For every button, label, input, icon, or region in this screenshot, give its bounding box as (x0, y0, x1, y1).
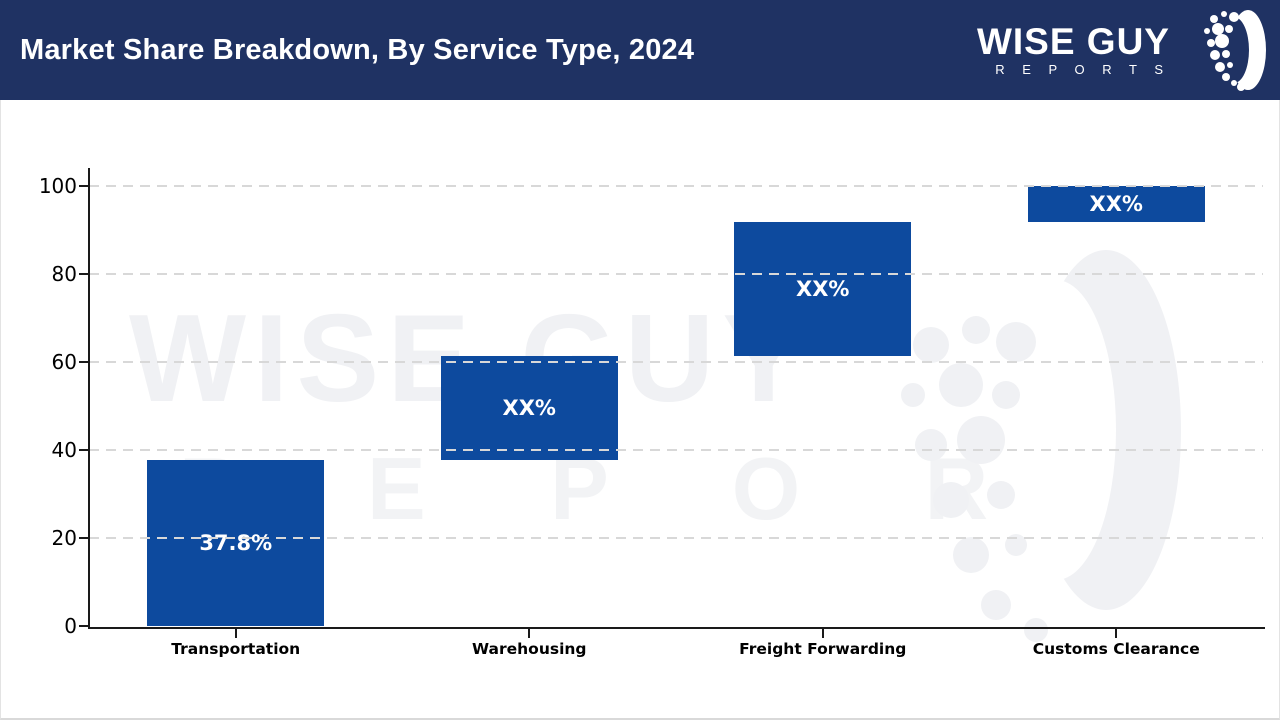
bar-value-label: XX% (1089, 192, 1143, 217)
gridline-60 (89, 361, 1263, 363)
y-tick-label-80: 80 (51, 262, 77, 286)
y-tick-mark-100 (79, 185, 89, 187)
y-tick-label-20: 20 (51, 526, 77, 550)
y-tick-label-60: 60 (51, 350, 77, 374)
page-title: Market Share Breakdown, By Service Type,… (20, 33, 695, 66)
bar-warehousing: XX% (440, 355, 618, 460)
wise-guy-logo: WISE GUY R E P O R T S (977, 7, 1280, 93)
x-category-label: Transportation (171, 640, 301, 658)
x-category-label: Freight Forwarding (739, 640, 907, 658)
x-tick-mark-1 (528, 629, 531, 638)
logo-text: WISE GUY R E P O R T S (977, 23, 1170, 77)
gridline-20 (89, 537, 1263, 539)
y-tick-mark-80 (79, 273, 89, 275)
gridline-100 (89, 185, 1263, 187)
y-tick-mark-60 (79, 361, 89, 363)
x-tick-mark-2 (821, 629, 824, 638)
x-category-label: Warehousing (471, 640, 587, 658)
x-tick-mark-0 (234, 629, 237, 638)
bar-freight-forwarding: XX% (734, 222, 912, 356)
y-tick-label-100: 100 (38, 174, 77, 198)
logo-face-icon (1204, 10, 1266, 91)
gridline-40 (89, 449, 1263, 451)
chart-area: WISE GUY R E P O R T S 0 20 40 60 80 100 37.8%… (0, 100, 1280, 720)
x-tick-mark-3 (1115, 629, 1118, 638)
y-tick-label-40: 40 (51, 438, 77, 462)
bar-transportation: 37.8% (147, 459, 325, 626)
x-axis (88, 627, 1265, 629)
logo-wordmark: WISE GUY (976, 21, 1170, 62)
y-tick-mark-40 (79, 449, 89, 451)
bar-value-label: XX% (796, 276, 850, 301)
x-category-label: Customs Clearance (1032, 640, 1200, 658)
watermark-face-icon (901, 250, 1181, 642)
header-banner: Market Share Breakdown, By Service Type,… (0, 0, 1280, 100)
y-tick-mark-0 (79, 625, 89, 627)
bar-value-label: 37.8% (199, 530, 273, 555)
gridline-80 (89, 273, 1263, 275)
bar-customs-clearance: XX% (1027, 186, 1205, 223)
y-tick-label-0: 0 (64, 614, 77, 638)
y-axis (88, 168, 90, 629)
bar-value-label: XX% (502, 395, 556, 420)
y-tick-mark-20 (79, 537, 89, 539)
logo-subtitle: R E P O R T S (995, 62, 1170, 77)
